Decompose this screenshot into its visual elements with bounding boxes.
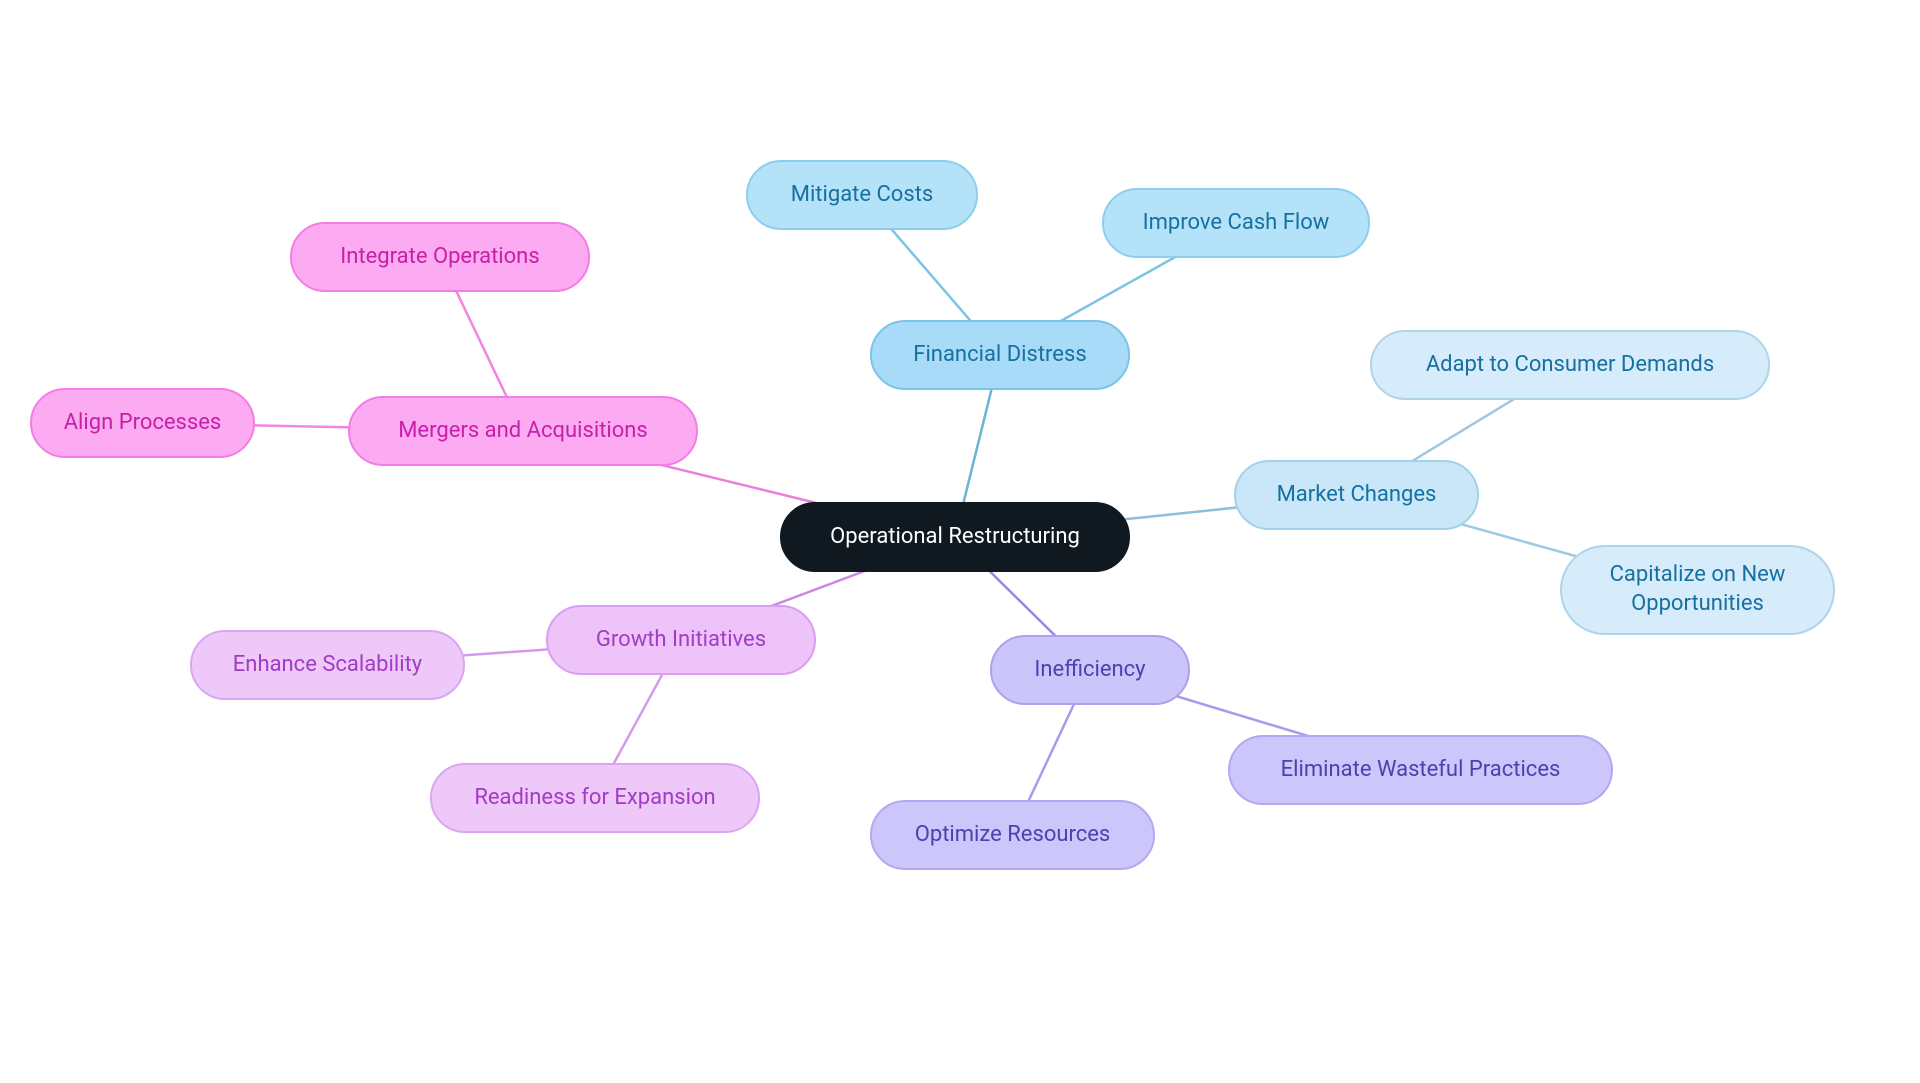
node-scalability: Enhance Scalability: [190, 630, 465, 700]
node-label: Optimize Resources: [915, 821, 1111, 850]
node-cashflow: Improve Cash Flow: [1102, 188, 1370, 258]
node-label: Market Changes: [1277, 481, 1437, 510]
node-integrate: Integrate Operations: [290, 222, 590, 292]
node-optimize: Optimize Resources: [870, 800, 1155, 870]
node-financial: Financial Distress: [870, 320, 1130, 390]
node-root: Operational Restructuring: [780, 502, 1130, 572]
node-label: Operational Restructuring: [830, 523, 1080, 552]
node-market: Market Changes: [1234, 460, 1479, 530]
node-label: Align Processes: [64, 409, 222, 438]
node-label: Integrate Operations: [340, 243, 539, 272]
node-readiness: Readiness for Expansion: [430, 763, 760, 833]
node-label: Eliminate Wasteful Practices: [1281, 756, 1561, 785]
node-label: Mitigate Costs: [791, 181, 934, 210]
node-label: Growth Initiatives: [596, 626, 766, 655]
node-label: Mergers and Acquisitions: [398, 417, 648, 446]
node-label: Financial Distress: [913, 341, 1086, 370]
node-mergers: Mergers and Acquisitions: [348, 396, 698, 466]
mindmap-canvas: Operational Restructuring Financial Distr…: [0, 0, 1920, 1083]
node-capitalize: Capitalize on New Opportunities: [1560, 545, 1835, 635]
node-label: Enhance Scalability: [233, 651, 422, 680]
node-growth: Growth Initiatives: [546, 605, 816, 675]
node-label: Inefficiency: [1034, 656, 1145, 685]
node-eliminate: Eliminate Wasteful Practices: [1228, 735, 1613, 805]
node-inefficiency: Inefficiency: [990, 635, 1190, 705]
node-label: Improve Cash Flow: [1143, 209, 1330, 238]
node-label: Readiness for Expansion: [474, 784, 715, 813]
node-label: Capitalize on New Opportunities: [1610, 561, 1786, 618]
node-label: Adapt to Consumer Demands: [1426, 351, 1714, 380]
node-mitigate: Mitigate Costs: [746, 160, 978, 230]
node-adapt: Adapt to Consumer Demands: [1370, 330, 1770, 400]
node-align: Align Processes: [30, 388, 255, 458]
